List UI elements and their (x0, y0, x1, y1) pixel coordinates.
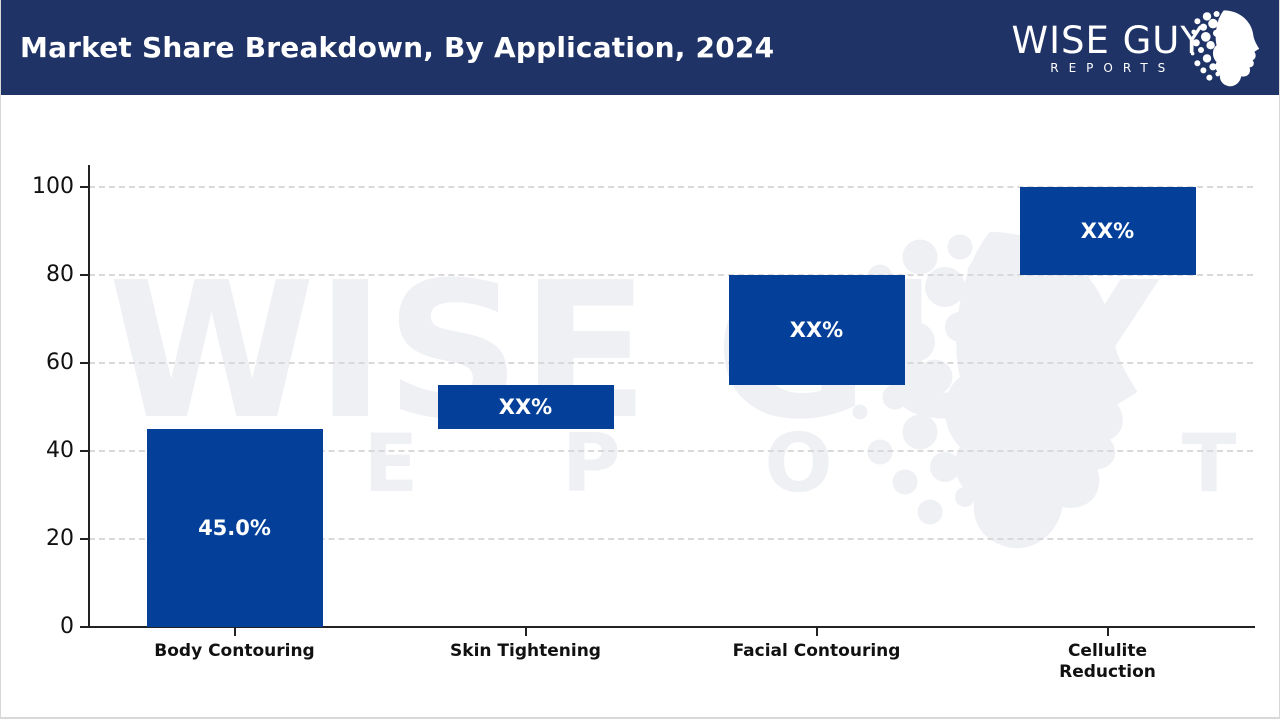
x-axis-line (88, 626, 1255, 628)
logo-wordmark: WISE GUY (1011, 19, 1204, 62)
x-tick-2 (815, 628, 818, 636)
bar-value-label: XX% (789, 318, 844, 342)
bar-segment: XX% (437, 385, 614, 429)
gridline-100 (89, 186, 1253, 188)
logo-text: WISE GUY REPORTS (1012, 22, 1204, 74)
x-tick-0 (233, 628, 236, 636)
bar-value-label: XX% (498, 395, 553, 419)
bar-value-label: 45.0% (198, 516, 271, 540)
bar-value-label: XX% (1080, 219, 1135, 243)
y-tick-label-100: 100 (32, 174, 74, 199)
bar-segment: XX% (728, 275, 905, 385)
y-tick-80 (80, 274, 89, 276)
y-tick-0 (80, 626, 89, 628)
gridline-60 (89, 362, 1253, 364)
x-tick-3 (1106, 628, 1109, 636)
bar-segment: XX% (1019, 187, 1196, 275)
logo-subtext: REPORTS (1050, 61, 1176, 75)
page-title: Market Share Breakdown, By Application, … (20, 31, 775, 64)
y-tick-20 (80, 538, 89, 540)
y-tick-100 (80, 186, 89, 188)
y-tick-label-20: 20 (46, 526, 74, 551)
y-tick-label-40: 40 (46, 438, 74, 463)
gridline-20 (89, 538, 1253, 540)
header-bar: Market Share Breakdown, By Application, … (0, 0, 1280, 95)
x-category-label: Skin Tightening (450, 641, 601, 661)
watermark-head-icon (852, 232, 1138, 549)
gridline-40 (89, 450, 1253, 452)
y-tick-label-0: 0 (60, 614, 74, 639)
y-axis-line (88, 165, 90, 628)
wiseguy-logo: WISE GUY REPORTS (1012, 6, 1262, 90)
bar-segment: 45.0% (146, 429, 323, 627)
y-tick-label-80: 80 (46, 262, 74, 287)
y-tick-40 (80, 450, 89, 452)
y-tick-label-60: 60 (46, 350, 74, 375)
y-tick-60 (80, 362, 89, 364)
x-tick-1 (524, 628, 527, 636)
gridline-80 (89, 274, 1253, 276)
x-category-label: Cellulite Reduction (1059, 641, 1156, 683)
wiseguy-head-icon (1190, 10, 1260, 87)
x-category-label: Body Contouring (154, 641, 315, 661)
x-category-label: Facial Contouring (732, 641, 901, 661)
